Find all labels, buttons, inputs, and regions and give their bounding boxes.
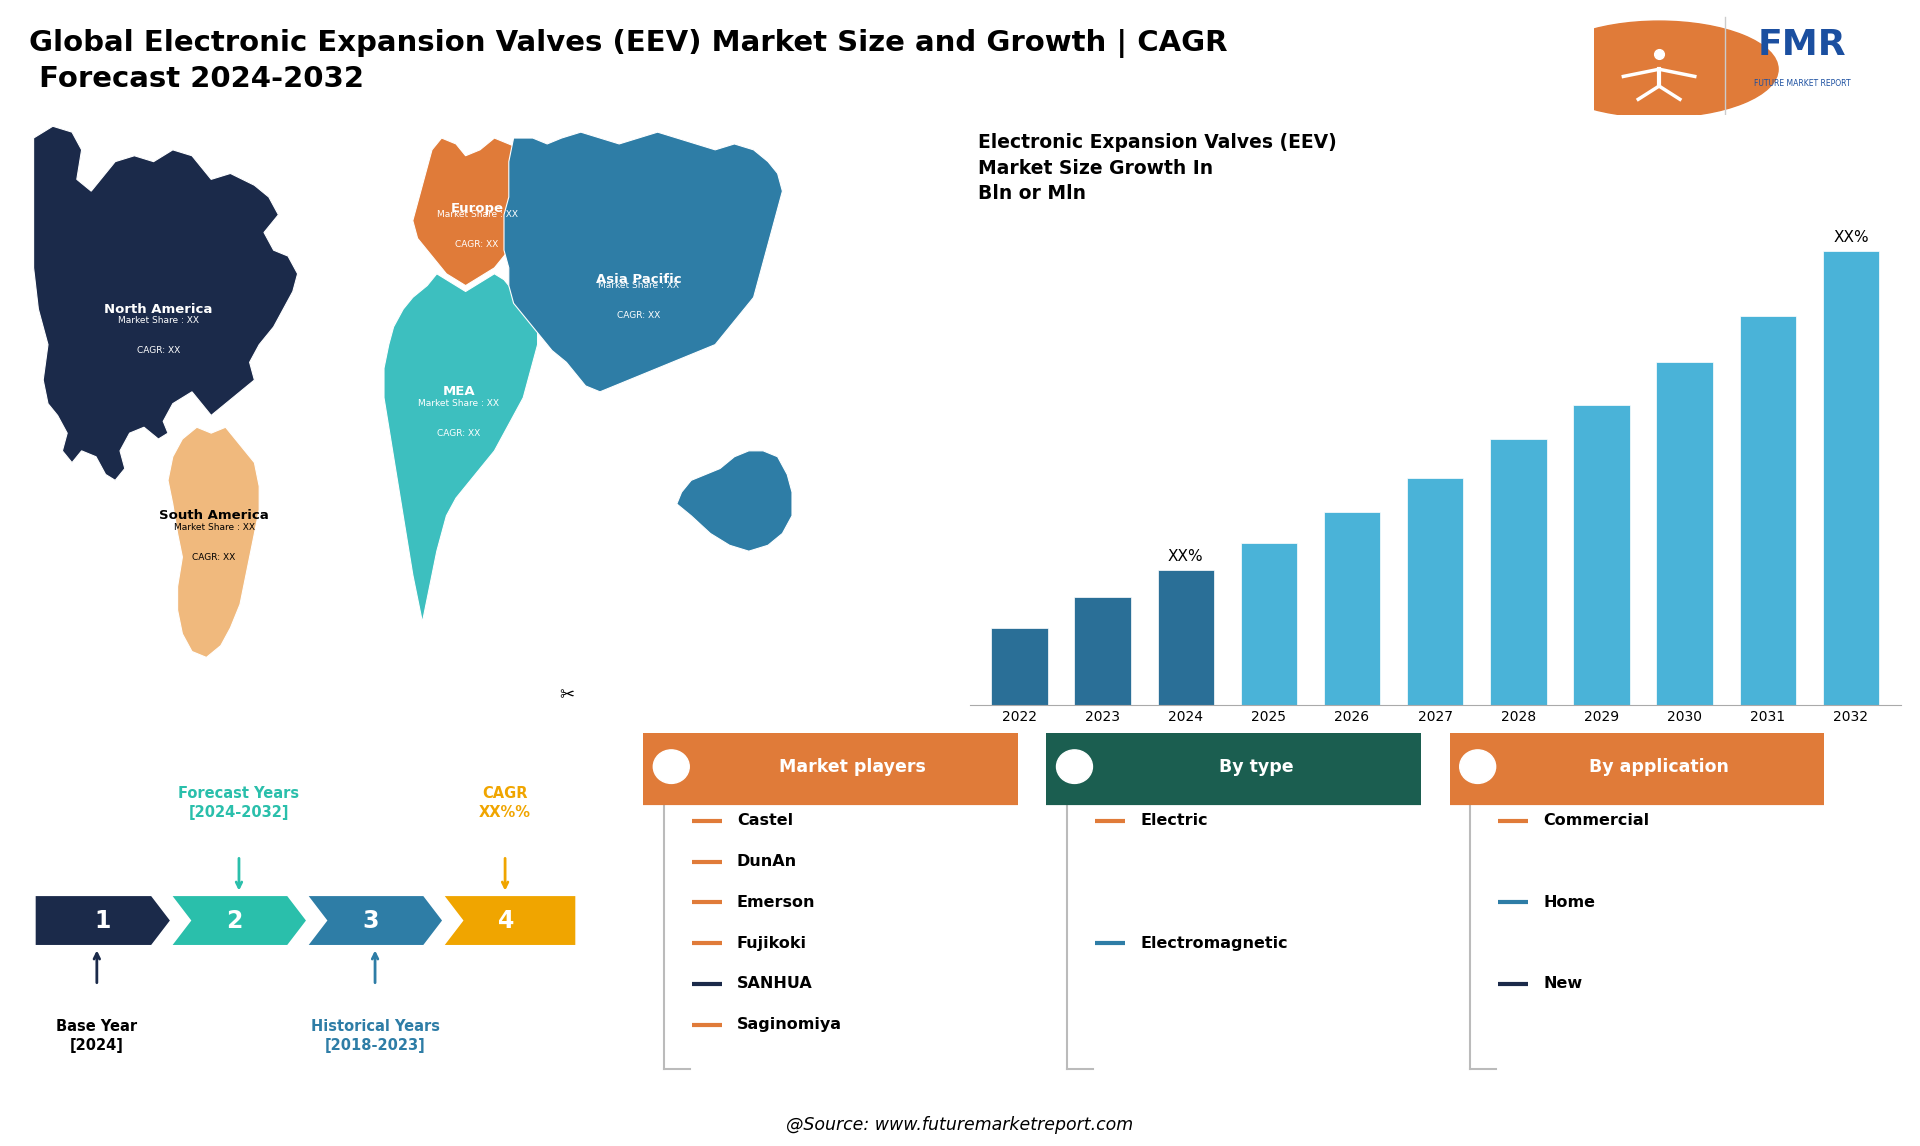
- Circle shape: [1056, 749, 1092, 784]
- Text: South America: South America: [159, 509, 269, 523]
- Text: CAGR: XX: CAGR: XX: [136, 346, 180, 355]
- Text: Europe: Europe: [451, 203, 503, 215]
- Text: Forecast Years
[2024-2032]: Forecast Years [2024-2032]: [179, 786, 300, 821]
- Bar: [1075, 597, 1131, 705]
- Text: Emerson: Emerson: [737, 895, 816, 910]
- Text: 1: 1: [94, 909, 111, 933]
- Text: CAGR: XX: CAGR: XX: [192, 552, 236, 562]
- Text: 3: 3: [363, 909, 378, 933]
- Text: By application: By application: [1590, 758, 1730, 776]
- Polygon shape: [171, 895, 307, 945]
- Text: @Source: www.futuremarketreport.com: @Source: www.futuremarketreport.com: [787, 1116, 1133, 1135]
- Text: By type: By type: [1219, 758, 1294, 776]
- FancyBboxPatch shape: [1440, 728, 1834, 806]
- Text: XX%: XX%: [1834, 230, 1868, 245]
- Bar: [1158, 570, 1213, 705]
- Bar: [1407, 478, 1463, 705]
- Text: 4: 4: [497, 909, 515, 933]
- Text: Commercial: Commercial: [1544, 814, 1649, 829]
- Text: North America: North America: [104, 303, 213, 315]
- Text: Historical Years
[2018-2023]: Historical Years [2018-2023]: [311, 1019, 440, 1053]
- Text: DunAn: DunAn: [737, 854, 797, 869]
- Text: Electromagnetic: Electromagnetic: [1140, 935, 1288, 951]
- Bar: [991, 628, 1048, 705]
- Text: Home: Home: [1544, 895, 1596, 910]
- Polygon shape: [444, 895, 576, 945]
- Text: Market players: Market players: [780, 758, 925, 776]
- Polygon shape: [35, 126, 298, 480]
- Text: Market Share : XX: Market Share : XX: [173, 523, 255, 532]
- Bar: [1822, 251, 1880, 705]
- Bar: [1490, 439, 1548, 705]
- Text: Market Share : XX: Market Share : XX: [436, 210, 518, 219]
- Polygon shape: [503, 132, 783, 392]
- Polygon shape: [413, 138, 547, 285]
- Text: SANHUA: SANHUA: [737, 976, 812, 991]
- Text: CAGR: XX: CAGR: XX: [438, 429, 480, 438]
- Text: Base Year
[2024]: Base Year [2024]: [56, 1019, 138, 1053]
- Polygon shape: [307, 895, 444, 945]
- Text: 2: 2: [227, 909, 242, 933]
- Text: New: New: [1544, 976, 1582, 991]
- Text: Castel: Castel: [737, 814, 793, 829]
- FancyBboxPatch shape: [634, 728, 1027, 806]
- Bar: [1572, 405, 1630, 705]
- Circle shape: [653, 749, 689, 784]
- Text: XX%: XX%: [1167, 549, 1204, 564]
- Text: Market Share : XX: Market Share : XX: [117, 316, 200, 325]
- Text: Electric: Electric: [1140, 814, 1208, 829]
- Text: ✂: ✂: [559, 686, 574, 705]
- Circle shape: [1459, 749, 1496, 784]
- Text: Fujikoki: Fujikoki: [737, 935, 806, 951]
- Text: Saginomiya: Saginomiya: [737, 1018, 841, 1033]
- Polygon shape: [35, 895, 171, 945]
- Text: Market Share : XX: Market Share : XX: [597, 281, 680, 290]
- Text: Global Electronic Expansion Valves (EEV) Market Size and Growth | CAGR
 Forecast: Global Electronic Expansion Valves (EEV)…: [29, 29, 1227, 93]
- Text: Asia Pacific: Asia Pacific: [595, 273, 682, 286]
- Text: CAGR: XX: CAGR: XX: [455, 240, 499, 249]
- Circle shape: [1540, 21, 1778, 117]
- Text: CAGR
XX%%: CAGR XX%%: [480, 786, 532, 821]
- Text: CAGR: XX: CAGR: XX: [616, 311, 660, 320]
- Polygon shape: [169, 427, 259, 658]
- Polygon shape: [384, 274, 538, 622]
- Polygon shape: [676, 450, 791, 551]
- Text: Market Share : XX: Market Share : XX: [419, 399, 499, 408]
- FancyBboxPatch shape: [1037, 728, 1430, 806]
- Text: FMR: FMR: [1757, 29, 1847, 62]
- Bar: [1323, 512, 1380, 705]
- Text: MEA: MEA: [444, 385, 474, 399]
- Bar: [1657, 362, 1713, 705]
- Bar: [1240, 543, 1298, 705]
- Text: Electronic Expansion Valves (EEV)
Market Size Growth In
Bln or Mln: Electronic Expansion Valves (EEV) Market…: [977, 133, 1336, 203]
- Bar: [1740, 316, 1795, 705]
- Text: FUTURE MARKET REPORT: FUTURE MARKET REPORT: [1753, 79, 1851, 88]
